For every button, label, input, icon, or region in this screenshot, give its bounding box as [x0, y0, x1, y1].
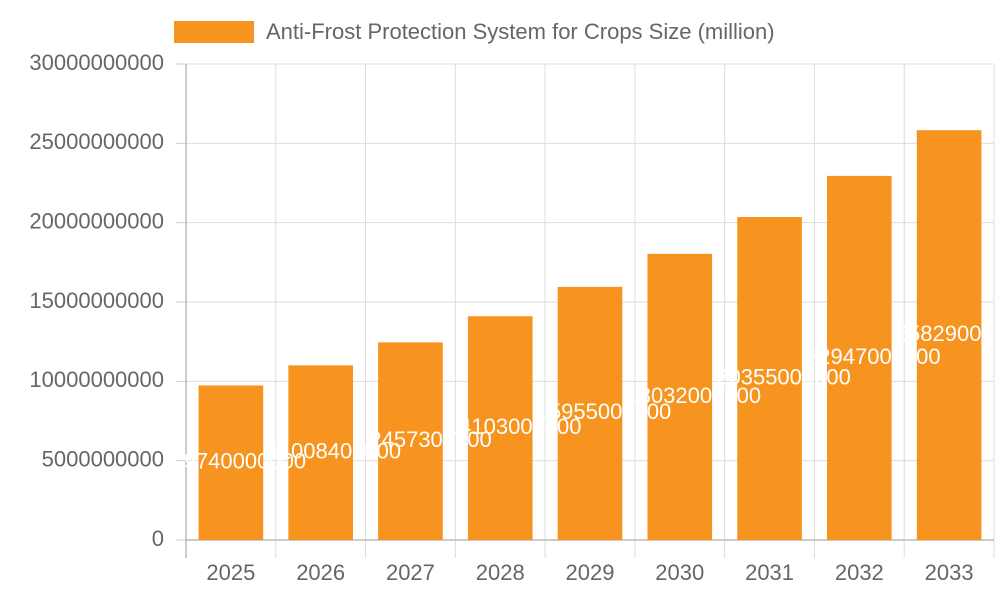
data-label: 18032000000: [626, 383, 761, 408]
y-tick-label: 15000000000: [29, 288, 164, 313]
x-tick-label: 2028: [476, 560, 525, 585]
y-tick-label: 5000000000: [42, 446, 164, 471]
x-tick-label: 2031: [745, 560, 794, 585]
data-label: 15955000000: [537, 399, 672, 424]
x-tick-label: 2032: [835, 560, 884, 585]
data-label: 20355000000: [716, 364, 851, 389]
legend-swatch: [174, 21, 254, 43]
data-label: 11008400000: [268, 438, 401, 463]
x-tick-label: 2027: [386, 560, 435, 585]
bar: [916, 130, 982, 540]
bar: [378, 342, 443, 540]
legend-label: Anti-Frost Protection System for Crops S…: [266, 19, 775, 44]
data-label: 9740000000: [184, 449, 306, 474]
y-tick-label: 10000000000: [29, 367, 164, 392]
data-label: 12457300000: [357, 427, 492, 452]
x-tick-label: 2026: [296, 560, 345, 585]
y-tick-label: 0: [152, 526, 164, 551]
bar: [467, 316, 533, 540]
bar: [827, 175, 892, 540]
data-label: 25829000000: [896, 321, 1000, 346]
y-tick-label: 20000000000: [29, 208, 164, 233]
x-tick-label: 2030: [655, 560, 704, 585]
bar: [557, 286, 623, 540]
bar: [647, 253, 713, 540]
data-label: 22947000000: [806, 344, 941, 369]
y-tick-label: 30000000000: [29, 50, 164, 75]
y-tick-label: 25000000000: [29, 129, 164, 154]
bar: [288, 365, 353, 540]
x-tick-label: 2029: [566, 560, 615, 585]
bar: [198, 385, 264, 540]
data-label: 14103000000: [447, 414, 582, 439]
bar: [737, 217, 802, 540]
x-tick-label: 2025: [206, 560, 255, 585]
x-tick-label: 2033: [925, 560, 974, 585]
